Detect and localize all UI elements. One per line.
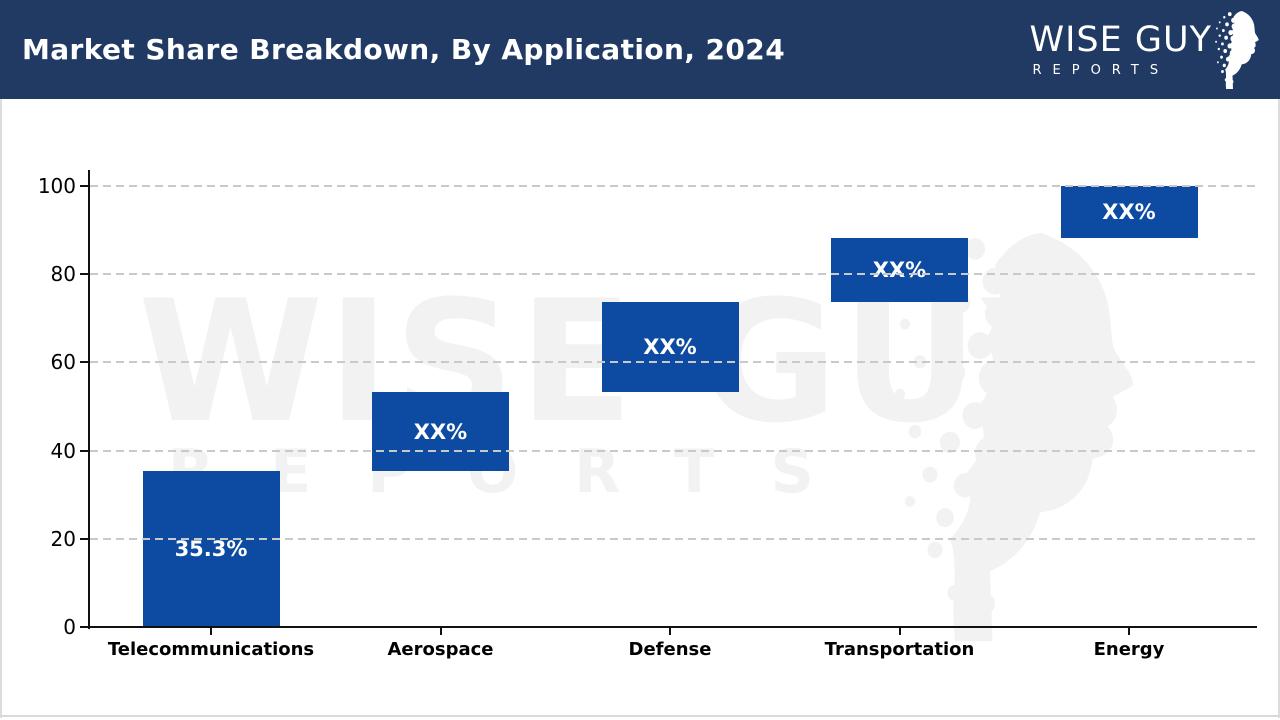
logo-face-icon: [1215, 11, 1259, 89]
category-label-transportation: Transportation: [824, 639, 975, 660]
x-tick-transportation: [898, 628, 901, 635]
frame-left-rule: [0, 99, 2, 718]
x-tick-aerospace: [439, 628, 442, 635]
logo-name: WISE GUY: [1029, 19, 1212, 60]
gridline-80: [90, 273, 1257, 276]
y-tick-100: [80, 185, 89, 187]
y-axis-spine: [88, 170, 90, 629]
y-tick-label-60: 60: [50, 350, 76, 375]
frame-right-rule: [1278, 99, 1280, 718]
category-label-defense: Defense: [628, 639, 712, 660]
x-tick-energy: [1128, 628, 1130, 635]
gridline-100: [90, 185, 1257, 187]
x-axis-spine: [88, 626, 1257, 628]
chart-title: Market Share Breakdown, By Application, …: [22, 33, 786, 66]
frame-bottom-rule: [0, 715, 1280, 717]
header-banner: Market Share Breakdown, By Application, …: [0, 0, 1280, 99]
y-tick-label-40: 40: [50, 438, 76, 463]
bar-defense: XX%: [601, 301, 739, 393]
logo-tagline: REPORTS: [1032, 62, 1170, 78]
category-label-telecommunications: Telecommunications: [107, 639, 315, 660]
y-tick-40: [80, 449, 89, 452]
x-tick-telecommunications: [210, 628, 212, 635]
y-tick-label-80: 80: [50, 262, 76, 287]
y-tick-0: [80, 626, 89, 628]
bar-value-label: XX%: [872, 257, 927, 282]
category-label-aerospace: Aerospace: [387, 639, 494, 660]
bar-value-label: XX%: [1102, 199, 1156, 224]
bar-value-label: XX%: [643, 334, 697, 359]
bar-transportation: XX%: [831, 237, 968, 302]
y-tick-20: [80, 537, 89, 540]
y-tick-80: [80, 273, 89, 276]
y-tick-label-100: 100: [37, 174, 76, 198]
gridline-40: [90, 449, 1257, 452]
logo-text: WISE GUY REPORTS: [1029, 19, 1212, 78]
wise-guy-logo: WISE GUY REPORTS: [1029, 6, 1270, 94]
bar-value-label: XX%: [413, 419, 468, 444]
bar-aerospace: XX%: [372, 392, 509, 472]
y-tick-60: [80, 361, 89, 364]
bar-telecommunications: 35.3%: [142, 471, 280, 627]
x-tick-defense: [669, 628, 671, 635]
bar-energy: XX%: [1060, 186, 1198, 238]
y-tick-label-0: 0: [63, 615, 76, 639]
gridline-60: [90, 361, 1257, 364]
gridline-20: [90, 537, 1257, 540]
y-tick-label-20: 20: [50, 526, 76, 551]
category-label-energy: Energy: [1093, 639, 1165, 660]
bar-value-label: 35.3%: [174, 537, 248, 562]
